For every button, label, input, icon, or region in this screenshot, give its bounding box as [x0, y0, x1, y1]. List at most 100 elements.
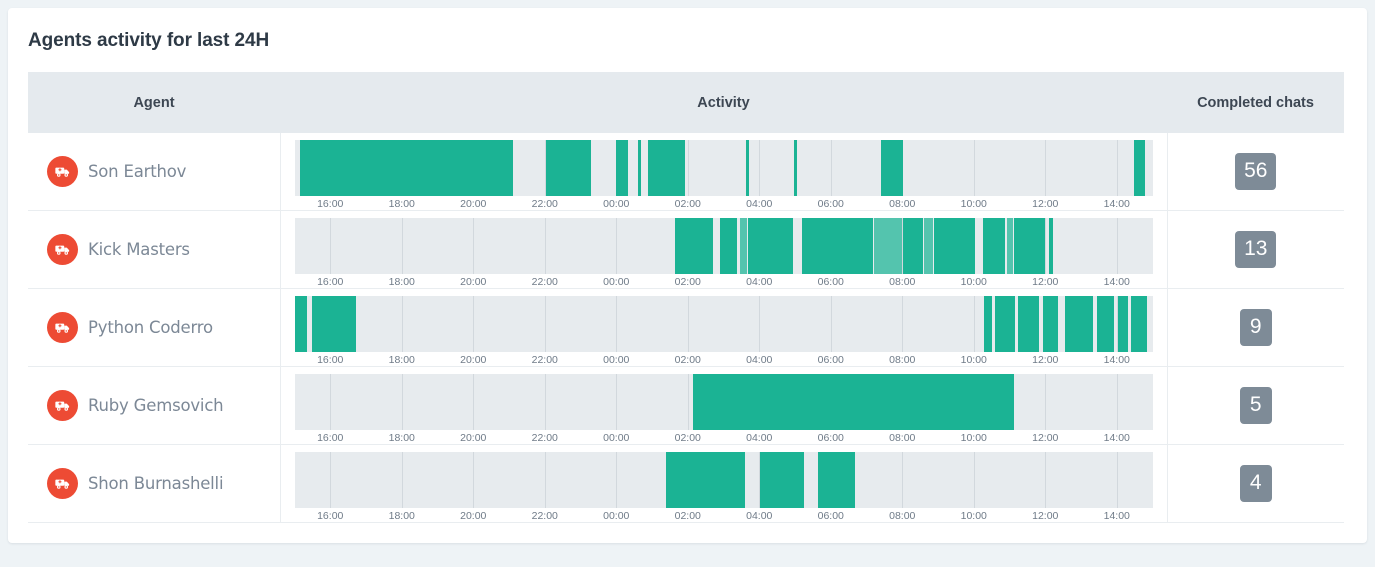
timeline-gridline [1045, 139, 1047, 196]
activity-segment [1096, 295, 1114, 352]
timeline-gridline [687, 139, 689, 196]
table-row: Shon Burnashelli 16:00 18:00 20:00 22:00 00:0… [28, 444, 1345, 523]
agent-identity[interactable]: Kick Masters [28, 234, 280, 265]
timeline-gridline [759, 139, 761, 196]
ambulance-icon [47, 312, 78, 343]
axis-tick-label: 08:00 [889, 353, 916, 366]
agent-cell: Ruby Gemsovich [28, 366, 281, 445]
column-header-completed-chats: Completed chats [1167, 72, 1344, 133]
timeline-track[interactable] [294, 295, 1153, 352]
axis-tick-label: 16:00 [317, 509, 344, 522]
timeline-track[interactable] [294, 451, 1153, 508]
activity-cell: 16:00 18:00 20:00 22:00 00:00 02:00 04:00 06:00… [280, 210, 1168, 289]
axis-tick-label: 00:00 [603, 275, 630, 288]
axis-tick-label: 08:00 [889, 275, 916, 288]
axis-tick-label: 06:00 [817, 509, 844, 522]
axis-tick-label: 12:00 [1032, 431, 1059, 444]
axis-tick-label: 16:00 [317, 353, 344, 366]
axis-tick-label: 02:00 [674, 275, 701, 288]
status-badge: 4 [1239, 465, 1272, 502]
activity-segment [1006, 217, 1014, 274]
activity-segment [674, 217, 714, 274]
axis-tick-label: 20:00 [460, 353, 487, 366]
completed-chats-cell: 4 [1167, 444, 1345, 523]
activity-timeline[interactable]: 16:00 18:00 20:00 22:00 00:00 02:00 04:00 06:00… [294, 373, 1153, 444]
timeline-gridline [1116, 295, 1118, 352]
axis-tick-label: 14:00 [1103, 353, 1130, 366]
timeline-gridline [973, 139, 975, 196]
agent-identity[interactable]: Python Coderro [28, 312, 280, 343]
axis-tick-label: 06:00 [817, 431, 844, 444]
badge-wrap: 9 [1168, 309, 1345, 346]
agent-cell: Shon Burnashelli [28, 444, 281, 523]
activity-segment [311, 295, 357, 352]
activity-segment [647, 139, 685, 196]
activity-timeline[interactable]: 16:00 18:00 20:00 22:00 00:00 02:00 04:00 06:00… [294, 217, 1153, 288]
timeline-gridline [1116, 217, 1118, 274]
agents-activity-table: Agent Activity Completed chats Son Earth… [28, 72, 1344, 523]
axis-tick-label: 18:00 [388, 431, 415, 444]
timeline-axis: 16:00 18:00 20:00 22:00 00:00 02:00 04:00 06:00… [295, 430, 1153, 448]
agent-name: Kick Masters [88, 240, 190, 259]
table-body: Son Earthov 16:00 18:00 20:00 22:00 00:00 02:0… [28, 133, 1344, 523]
agent-identity[interactable]: Ruby Gemsovich [28, 390, 280, 421]
timeline-gridline [330, 451, 332, 508]
activity-segment [984, 295, 993, 352]
axis-tick-label: 06:00 [817, 275, 844, 288]
status-badge: 9 [1239, 309, 1272, 346]
agent-name: Ruby Gemsovich [88, 396, 224, 415]
timeline-gridline [973, 295, 975, 352]
timeline-gridline [687, 373, 689, 430]
status-badge: 13 [1235, 231, 1277, 268]
axis-tick-label: 14:00 [1103, 509, 1130, 522]
timeline-gridline [902, 295, 904, 352]
activity-segment [995, 295, 1016, 352]
activity-segment [873, 217, 902, 274]
agent-identity[interactable]: Son Earthov [28, 156, 280, 187]
activity-timeline[interactable]: 16:00 18:00 20:00 22:00 00:00 02:00 04:00 06:00… [294, 139, 1153, 210]
axis-tick-label: 04:00 [746, 275, 773, 288]
timeline-axis: 16:00 18:00 20:00 22:00 00:00 02:00 04:00 06:00… [295, 352, 1153, 370]
status-badge: 5 [1239, 387, 1272, 424]
timeline-gridline [544, 295, 546, 352]
axis-tick-label: 00:00 [603, 509, 630, 522]
timeline-track[interactable] [294, 217, 1153, 274]
agent-name: Son Earthov [88, 162, 187, 181]
agent-cell: Kick Masters [28, 210, 281, 289]
axis-tick-label: 14:00 [1103, 275, 1130, 288]
timeline-track[interactable] [294, 373, 1153, 430]
timeline-gridline [687, 295, 689, 352]
timeline-track[interactable] [294, 139, 1153, 196]
activity-segment [1014, 217, 1046, 274]
activity-timeline[interactable]: 16:00 18:00 20:00 22:00 00:00 02:00 04:00 06:00… [294, 295, 1153, 366]
timeline-gridline [830, 139, 832, 196]
activity-segment [1017, 295, 1040, 352]
activity-segment [902, 217, 923, 274]
timeline-gridline [1116, 451, 1118, 508]
table-header: Agent Activity Completed chats [28, 72, 1344, 133]
badge-wrap: 4 [1168, 465, 1345, 502]
axis-tick-label: 04:00 [746, 509, 773, 522]
timeline-gridline [330, 373, 332, 430]
axis-tick-label: 10:00 [960, 431, 987, 444]
timeline-gridline [401, 373, 403, 430]
agent-identity[interactable]: Shon Burnashelli [28, 468, 280, 499]
activity-segment [693, 373, 1015, 430]
axis-tick-label: 20:00 [460, 431, 487, 444]
axis-tick-label: 02:00 [674, 197, 701, 210]
axis-tick-label: 22:00 [531, 509, 558, 522]
axis-tick-label: 18:00 [388, 197, 415, 210]
timeline-gridline [473, 451, 475, 508]
activity-segment [933, 217, 975, 274]
activity-segment [299, 139, 514, 196]
activity-timeline[interactable]: 16:00 18:00 20:00 22:00 00:00 02:00 04:00 06:00… [294, 451, 1153, 522]
timeline-axis: 16:00 18:00 20:00 22:00 00:00 02:00 04:00 06:00… [295, 508, 1153, 526]
axis-tick-label: 18:00 [388, 509, 415, 522]
ambulance-icon [47, 156, 78, 187]
axis-tick-label: 06:00 [817, 197, 844, 210]
axis-tick-label: 00:00 [603, 431, 630, 444]
axis-tick-label: 20:00 [460, 275, 487, 288]
timeline-gridline [330, 217, 332, 274]
timeline-gridline [401, 295, 403, 352]
activity-segment [801, 217, 873, 274]
